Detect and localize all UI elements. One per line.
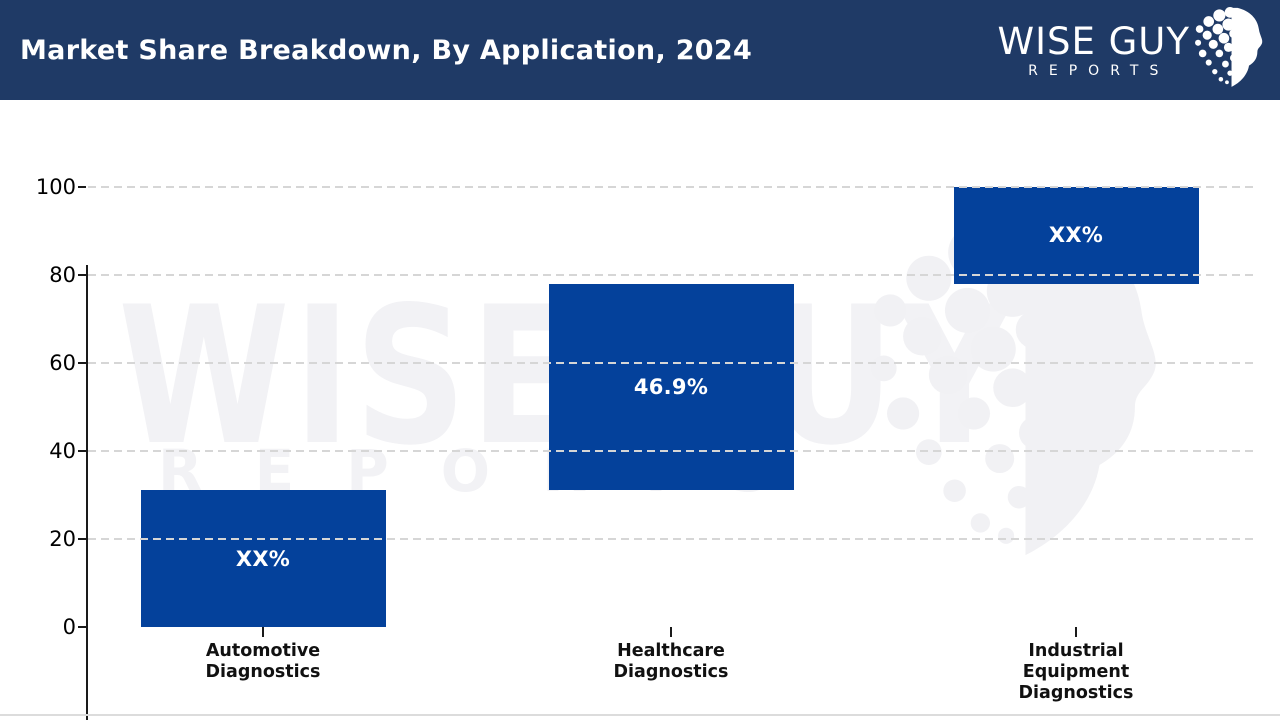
gridline-40 — [88, 450, 1254, 452]
y-tick-label-40: 40 — [49, 439, 76, 463]
brand-logo: WISE GUY REPORTS — [998, 6, 1268, 94]
y-tick-80 — [78, 274, 86, 276]
brand-name: WISE GUY — [997, 19, 1190, 63]
gridline-100 — [88, 186, 1254, 188]
bottom-divider — [0, 714, 1280, 716]
bar-value-label-healthcare-diagnostics: 46.9% — [633, 374, 709, 399]
x-category-label-automotive-diagnostics: Automotive Diagnostics — [205, 641, 321, 682]
y-tick-label-60: 60 — [49, 351, 76, 375]
y-tick-label-0: 0 — [62, 615, 76, 639]
y-tick-20 — [78, 538, 86, 540]
page-title: Market Share Breakdown, By Application, … — [20, 34, 753, 66]
gridline-80 — [88, 274, 1254, 276]
y-tick-label-100: 100 — [35, 175, 76, 199]
brand-subtitle: REPORTS — [1028, 62, 1170, 79]
plot-area — [0, 100, 1280, 720]
x-category-label-healthcare-diagnostics: Healthcare Diagnostics — [613, 641, 729, 682]
gridline-20 — [88, 538, 1254, 540]
y-tick-100 — [78, 186, 86, 188]
x-category-label-industrial-equipment-diagnostics: Industrial Equipment Diagnostics — [1018, 641, 1134, 703]
y-tick-label-80: 80 — [49, 263, 76, 287]
y-axis-line — [86, 265, 88, 720]
y-tick-label-20: 20 — [49, 527, 76, 551]
bar-value-label-automotive-diagnostics: XX% — [235, 546, 291, 571]
bar-healthcare-diagnostics: 46.9% — [548, 283, 794, 491]
y-tick-60 — [78, 362, 86, 364]
bar-industrial-equipment-diagnostics: XX% — [953, 187, 1199, 284]
x-tick-healthcare-diagnostics — [670, 627, 672, 637]
bar-automotive-diagnostics: XX% — [140, 490, 386, 627]
x-tick-industrial-equipment-diagnostics — [1075, 627, 1077, 637]
y-tick-0 — [78, 626, 86, 628]
brand-logo-text: WISE GUY REPORTS — [998, 23, 1190, 78]
header-bar: Market Share Breakdown, By Application, … — [0, 0, 1280, 100]
gridline-60 — [88, 362, 1254, 364]
x-tick-automotive-diagnostics — [262, 627, 264, 637]
dotted-head-icon — [1195, 7, 1263, 87]
y-tick-40 — [78, 450, 86, 452]
bar-value-label-industrial-equipment-diagnostics: XX% — [1048, 223, 1104, 248]
